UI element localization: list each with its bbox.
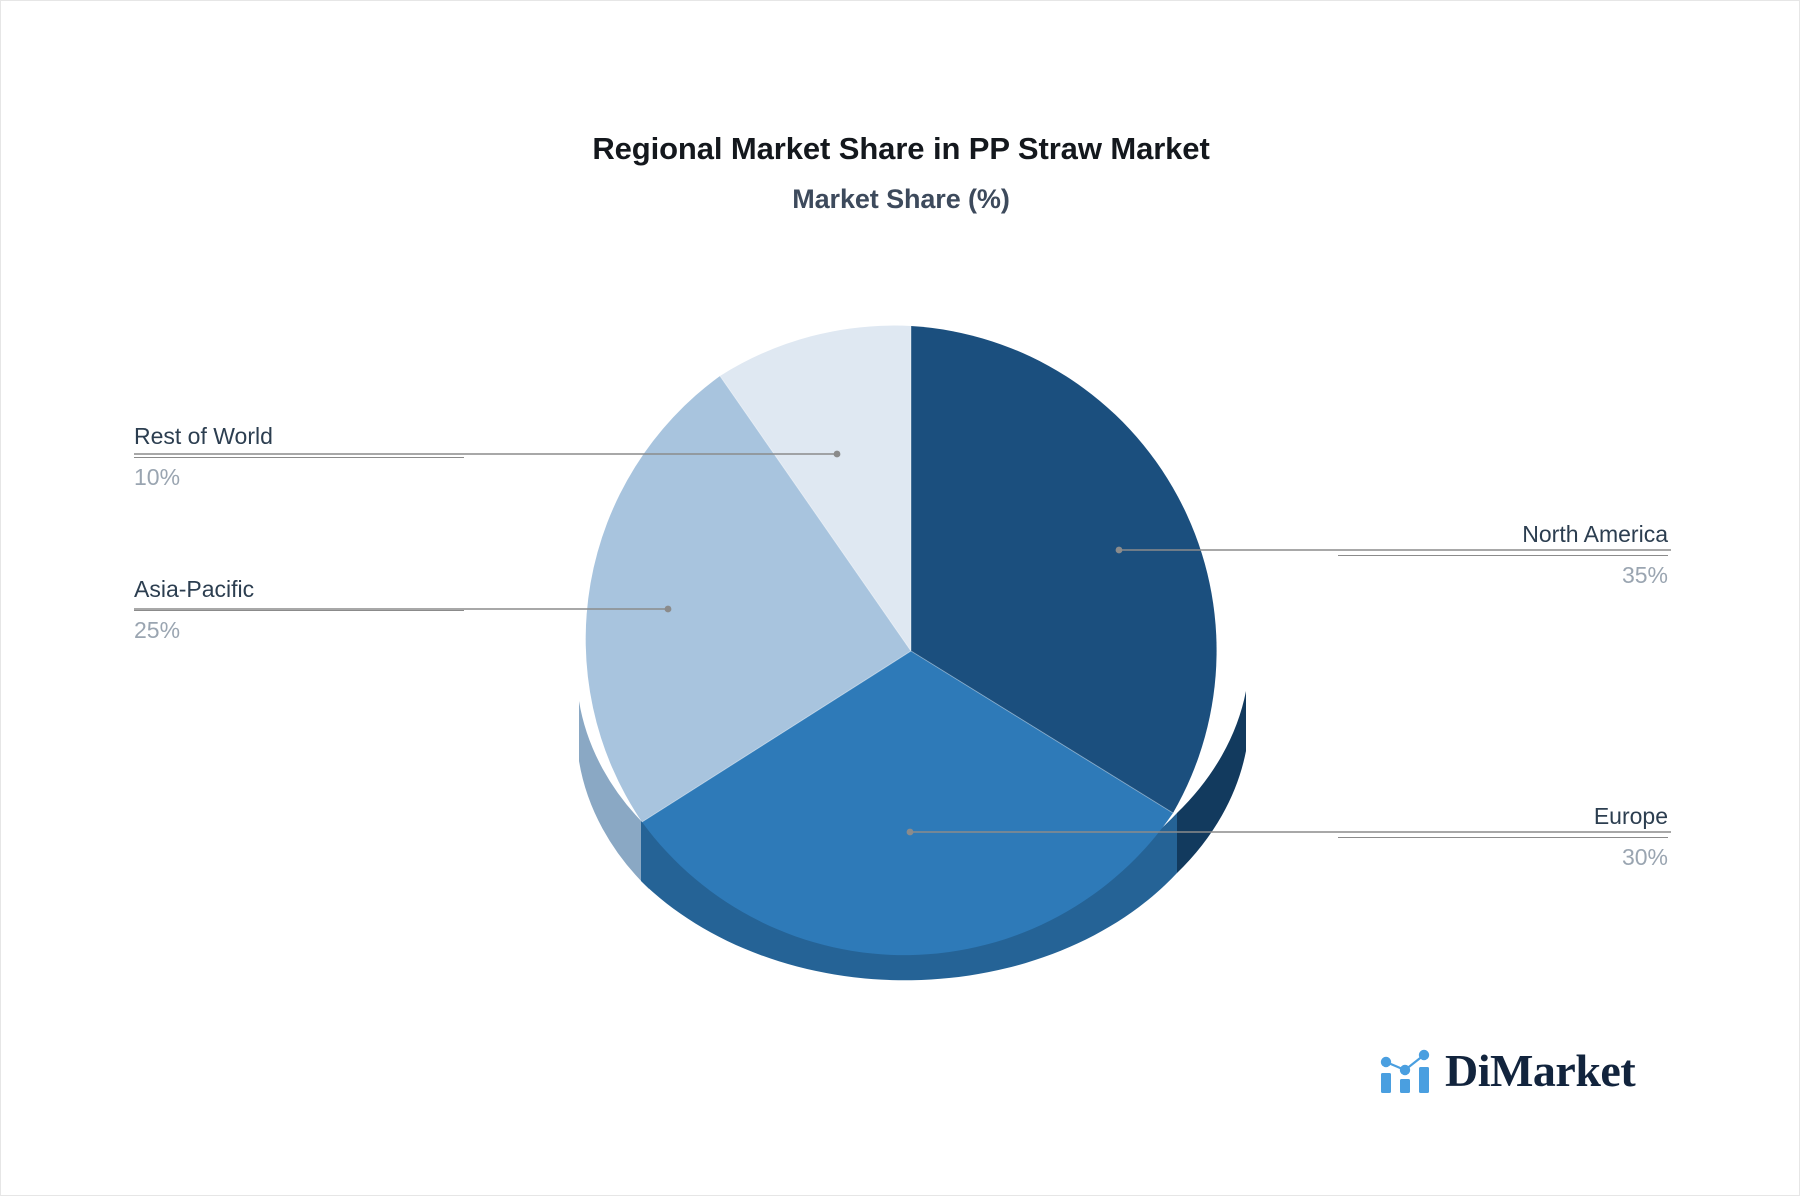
pie-label-europe-rule <box>1338 837 1668 838</box>
pie-label-rest-of-world-name: Rest of World <box>134 423 273 449</box>
pie-label-rest-of-world-rule <box>134 457 464 458</box>
pie-slice-north-america <box>911 326 1217 813</box>
pie-label-asia-pacific-rule <box>134 610 464 611</box>
leader-anchor-dots <box>664 450 1123 836</box>
pie-label-north-america: North America 35% <box>1338 519 1668 590</box>
page-title: Regional Market Share in PP Straw Market <box>592 131 1210 166</box>
bar-chart-icon <box>1380 1049 1430 1093</box>
pie-label-north-america-name: North America <box>1522 521 1668 547</box>
pie-label-europe-name: Europe <box>1593 803 1668 829</box>
brand-wordmark: DiMarket <box>1445 1045 1636 1096</box>
pie-slice-asia-pacific <box>585 376 911 822</box>
pie-label-asia-pacific: Asia-Pacific 25% <box>134 574 464 645</box>
pie-label-rest-of-world-value: 10% <box>134 464 181 490</box>
brand-logo: DiMarket <box>1379 1045 1636 1096</box>
pie-label-north-america-value: 35% <box>1621 562 1668 588</box>
pie-slice-side-asia-pacific <box>579 701 649 889</box>
leader-lines <box>134 453 1671 833</box>
pie-label-europe-value: 30% <box>1621 844 1668 870</box>
pie-label-asia-pacific-value: 25% <box>134 617 181 643</box>
pie-slice-side-north-america <box>1177 691 1246 873</box>
chart-subtitle: Market Share (%) <box>792 184 1010 214</box>
pie-label-europe: Europe 30% <box>1338 801 1668 872</box>
pie-label-asia-pacific-name: Asia-Pacific <box>134 576 255 602</box>
pie-slice-side-europe <box>641 813 1177 981</box>
pie-slice-rest-of-world <box>720 325 911 651</box>
pie-label-rest-of-world: Rest of World 10% <box>134 421 464 492</box>
pie-slice-europe <box>642 651 1173 956</box>
pie-label-north-america-rule <box>1338 555 1668 556</box>
pie-slice-dividers <box>641 326 1174 823</box>
